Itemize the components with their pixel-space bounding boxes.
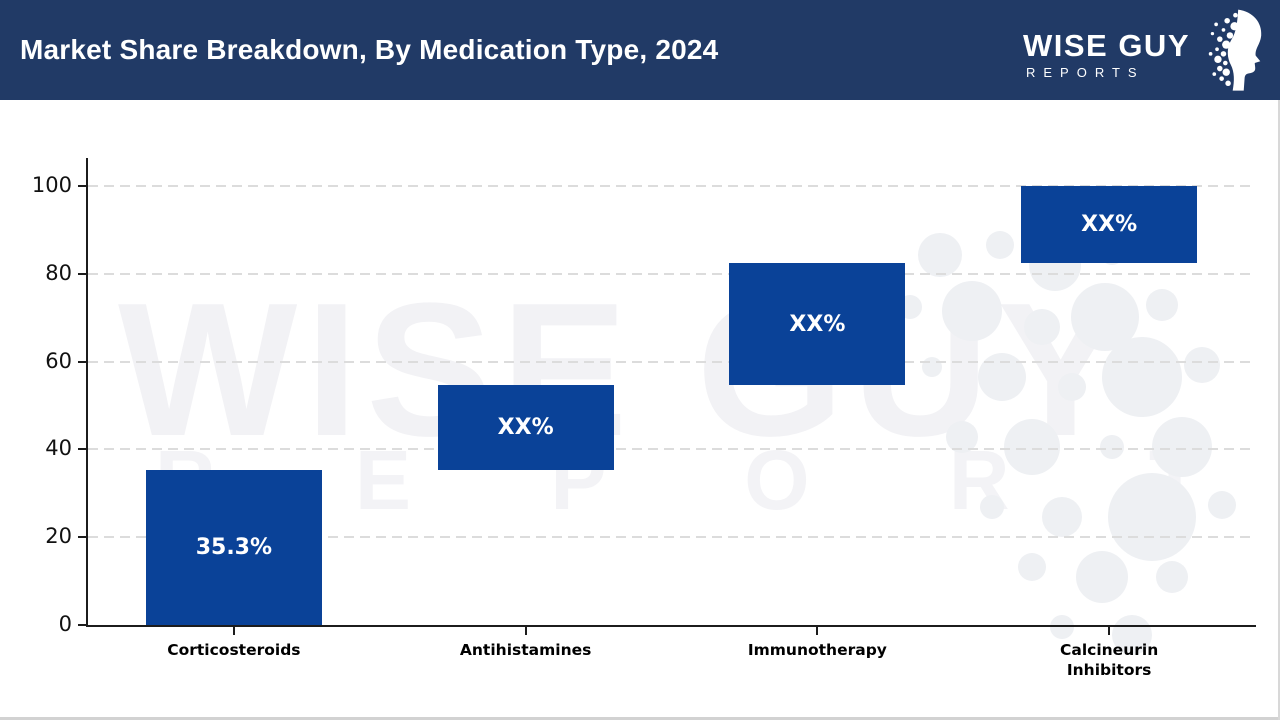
y-axis-tick [78, 536, 86, 539]
y-axis-tick-label: 100 [31, 173, 72, 197]
bar-segment: XX% [729, 263, 906, 385]
chart-area: WISE GUY R E P O R T S 02040608010035.3%… [0, 100, 1280, 720]
logo-head-icon [1192, 6, 1266, 103]
bar-segment: XX% [437, 384, 614, 471]
y-axis-tick-label: 80 [45, 260, 72, 285]
bottom-border [0, 717, 1280, 720]
y-axis-tick [78, 448, 86, 451]
y-axis-tick [78, 272, 86, 275]
bar-value-label: XX% [1081, 212, 1138, 238]
y-axis-tick-label: 0 [58, 612, 72, 636]
watermark-subtitle: R E P O R T S [155, 433, 1280, 527]
gridline [88, 185, 1255, 187]
x-axis [86, 625, 1256, 627]
watermark-head-dots [898, 231, 1236, 655]
y-axis-tick [78, 360, 86, 363]
wise-guy-reports-logo: WISE GUY REPORTS [1023, 6, 1266, 103]
page-title: Market Share Breakdown, By Medication Ty… [20, 34, 719, 65]
bar-value-label: XX% [497, 414, 554, 440]
y-axis-tick [78, 185, 86, 187]
category-label: Immunotherapy [747, 641, 887, 659]
logo-subtitle: REPORTS [1025, 64, 1145, 80]
gridline [88, 272, 1255, 275]
bar-segment: 35.3% [145, 470, 322, 625]
category-label: Calcineurin Inhibitors [1060, 641, 1159, 680]
y-axis-tick-label: 60 [45, 348, 72, 373]
y-axis-tick-label: 20 [45, 524, 72, 549]
x-axis-tick [232, 627, 235, 635]
bar-segment: XX% [1021, 186, 1198, 264]
header-bar: Market Share Breakdown, By Medication Ty… [0, 0, 1280, 100]
gridline [88, 536, 1255, 539]
right-border [1278, 100, 1280, 720]
y-axis [86, 158, 88, 627]
logo-wordmark: WISE GUY [1022, 27, 1190, 63]
gridline [88, 448, 1255, 451]
x-axis-tick [524, 627, 527, 635]
bar-value-label: 35.3% [195, 535, 273, 560]
category-label: Antihistamines [459, 641, 592, 659]
bar-value-label: XX% [789, 311, 846, 337]
y-axis-tick [78, 624, 86, 626]
x-axis-tick [816, 627, 819, 635]
logo-text: WISE GUY REPORTS [1023, 30, 1190, 80]
y-axis-tick-label: 40 [45, 436, 72, 461]
category-label: Corticosteroids [167, 641, 301, 659]
x-axis-tick [1108, 627, 1111, 635]
gridline [88, 360, 1255, 363]
